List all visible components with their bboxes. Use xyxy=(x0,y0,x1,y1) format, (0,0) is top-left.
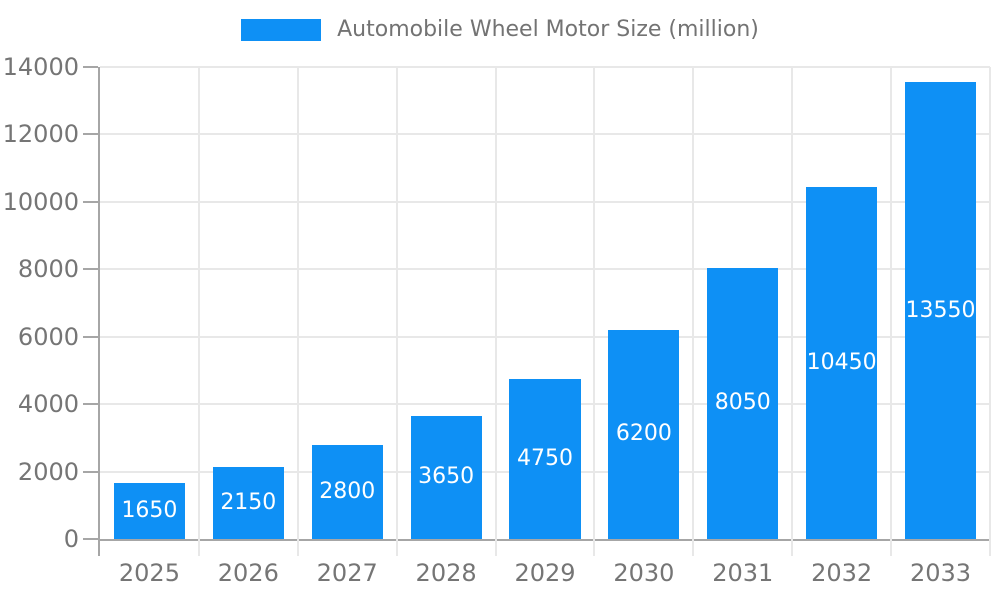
y-tick-label: 6000 xyxy=(17,322,79,351)
x-tick-label: 2027 xyxy=(316,559,378,587)
x-axis-line xyxy=(98,539,990,541)
x-tick-label: 2029 xyxy=(514,559,576,587)
bar-value-label: 3650 xyxy=(418,464,475,490)
y-axis-tick xyxy=(83,268,98,271)
bar: 8050 xyxy=(707,267,779,539)
y-tick-label: 10000 xyxy=(2,187,79,216)
y-gridline xyxy=(100,133,990,136)
bar: 13550 xyxy=(904,82,977,539)
x-tick-label: 2031 xyxy=(712,559,774,587)
bar-value-label: 2150 xyxy=(220,489,277,515)
x-tick-label: 2030 xyxy=(613,559,675,587)
y-axis-line xyxy=(98,67,100,556)
bar-value-label: 6200 xyxy=(615,421,672,447)
bar: 2150 xyxy=(212,466,284,539)
bar-value-label: 2800 xyxy=(319,478,376,504)
bar-value-label: 8050 xyxy=(714,390,771,416)
y-tick-label: 14000 xyxy=(2,53,79,81)
y-gridline xyxy=(100,200,990,203)
y-axis-tick xyxy=(83,133,98,136)
bar-value-label: 1650 xyxy=(121,498,178,524)
x-gridline xyxy=(791,67,794,556)
y-axis-tick xyxy=(83,470,98,473)
legend-swatch xyxy=(241,19,322,41)
bar-value-label: 10450 xyxy=(806,349,877,375)
x-tick-label: 2026 xyxy=(217,559,279,587)
bar: 4750 xyxy=(509,378,581,539)
y-axis-tick xyxy=(83,403,98,406)
x-gridline xyxy=(890,67,893,556)
y-axis-tick xyxy=(83,200,98,203)
x-gridline xyxy=(197,67,200,556)
legend[interactable]: Automobile Wheel Motor Size (million) xyxy=(0,17,1000,43)
y-tick-label: 12000 xyxy=(2,120,79,149)
y-axis-tick xyxy=(83,335,98,338)
y-axis-tick xyxy=(83,538,98,540)
bar: 10450 xyxy=(806,186,878,539)
x-gridline xyxy=(692,67,695,556)
x-tick-label: 2032 xyxy=(811,559,873,587)
x-tick-label: 2028 xyxy=(415,559,477,587)
x-tick-label: 2025 xyxy=(118,559,180,587)
y-gridline xyxy=(100,66,990,68)
y-tick-label: 2000 xyxy=(17,457,79,486)
y-axis-tick xyxy=(83,66,98,68)
x-gridline xyxy=(296,67,299,556)
plot-area: 0 2000 4000 6000 8000 10000 12000 14000 1650 2025… xyxy=(3,53,991,587)
bar-value-label: 4750 xyxy=(516,445,573,471)
y-tick-label: 4000 xyxy=(17,390,79,419)
legend-label: Automobile Wheel Motor Size (million) xyxy=(337,17,759,42)
y-tick-label: 8000 xyxy=(17,255,79,284)
bar-value-label: 13550 xyxy=(905,297,976,323)
x-gridline xyxy=(395,67,398,556)
x-gridline xyxy=(989,67,991,556)
x-tick-label: 2033 xyxy=(910,559,972,587)
y-gridline xyxy=(100,268,990,271)
y-gridline xyxy=(100,335,990,338)
bar: 6200 xyxy=(608,329,680,539)
x-gridline xyxy=(494,67,497,556)
x-gridline xyxy=(593,67,596,556)
bar: 3650 xyxy=(410,415,482,539)
y-tick-label: 0 xyxy=(63,525,79,553)
bar: 1650 xyxy=(113,483,186,539)
bar: 2800 xyxy=(311,444,383,539)
